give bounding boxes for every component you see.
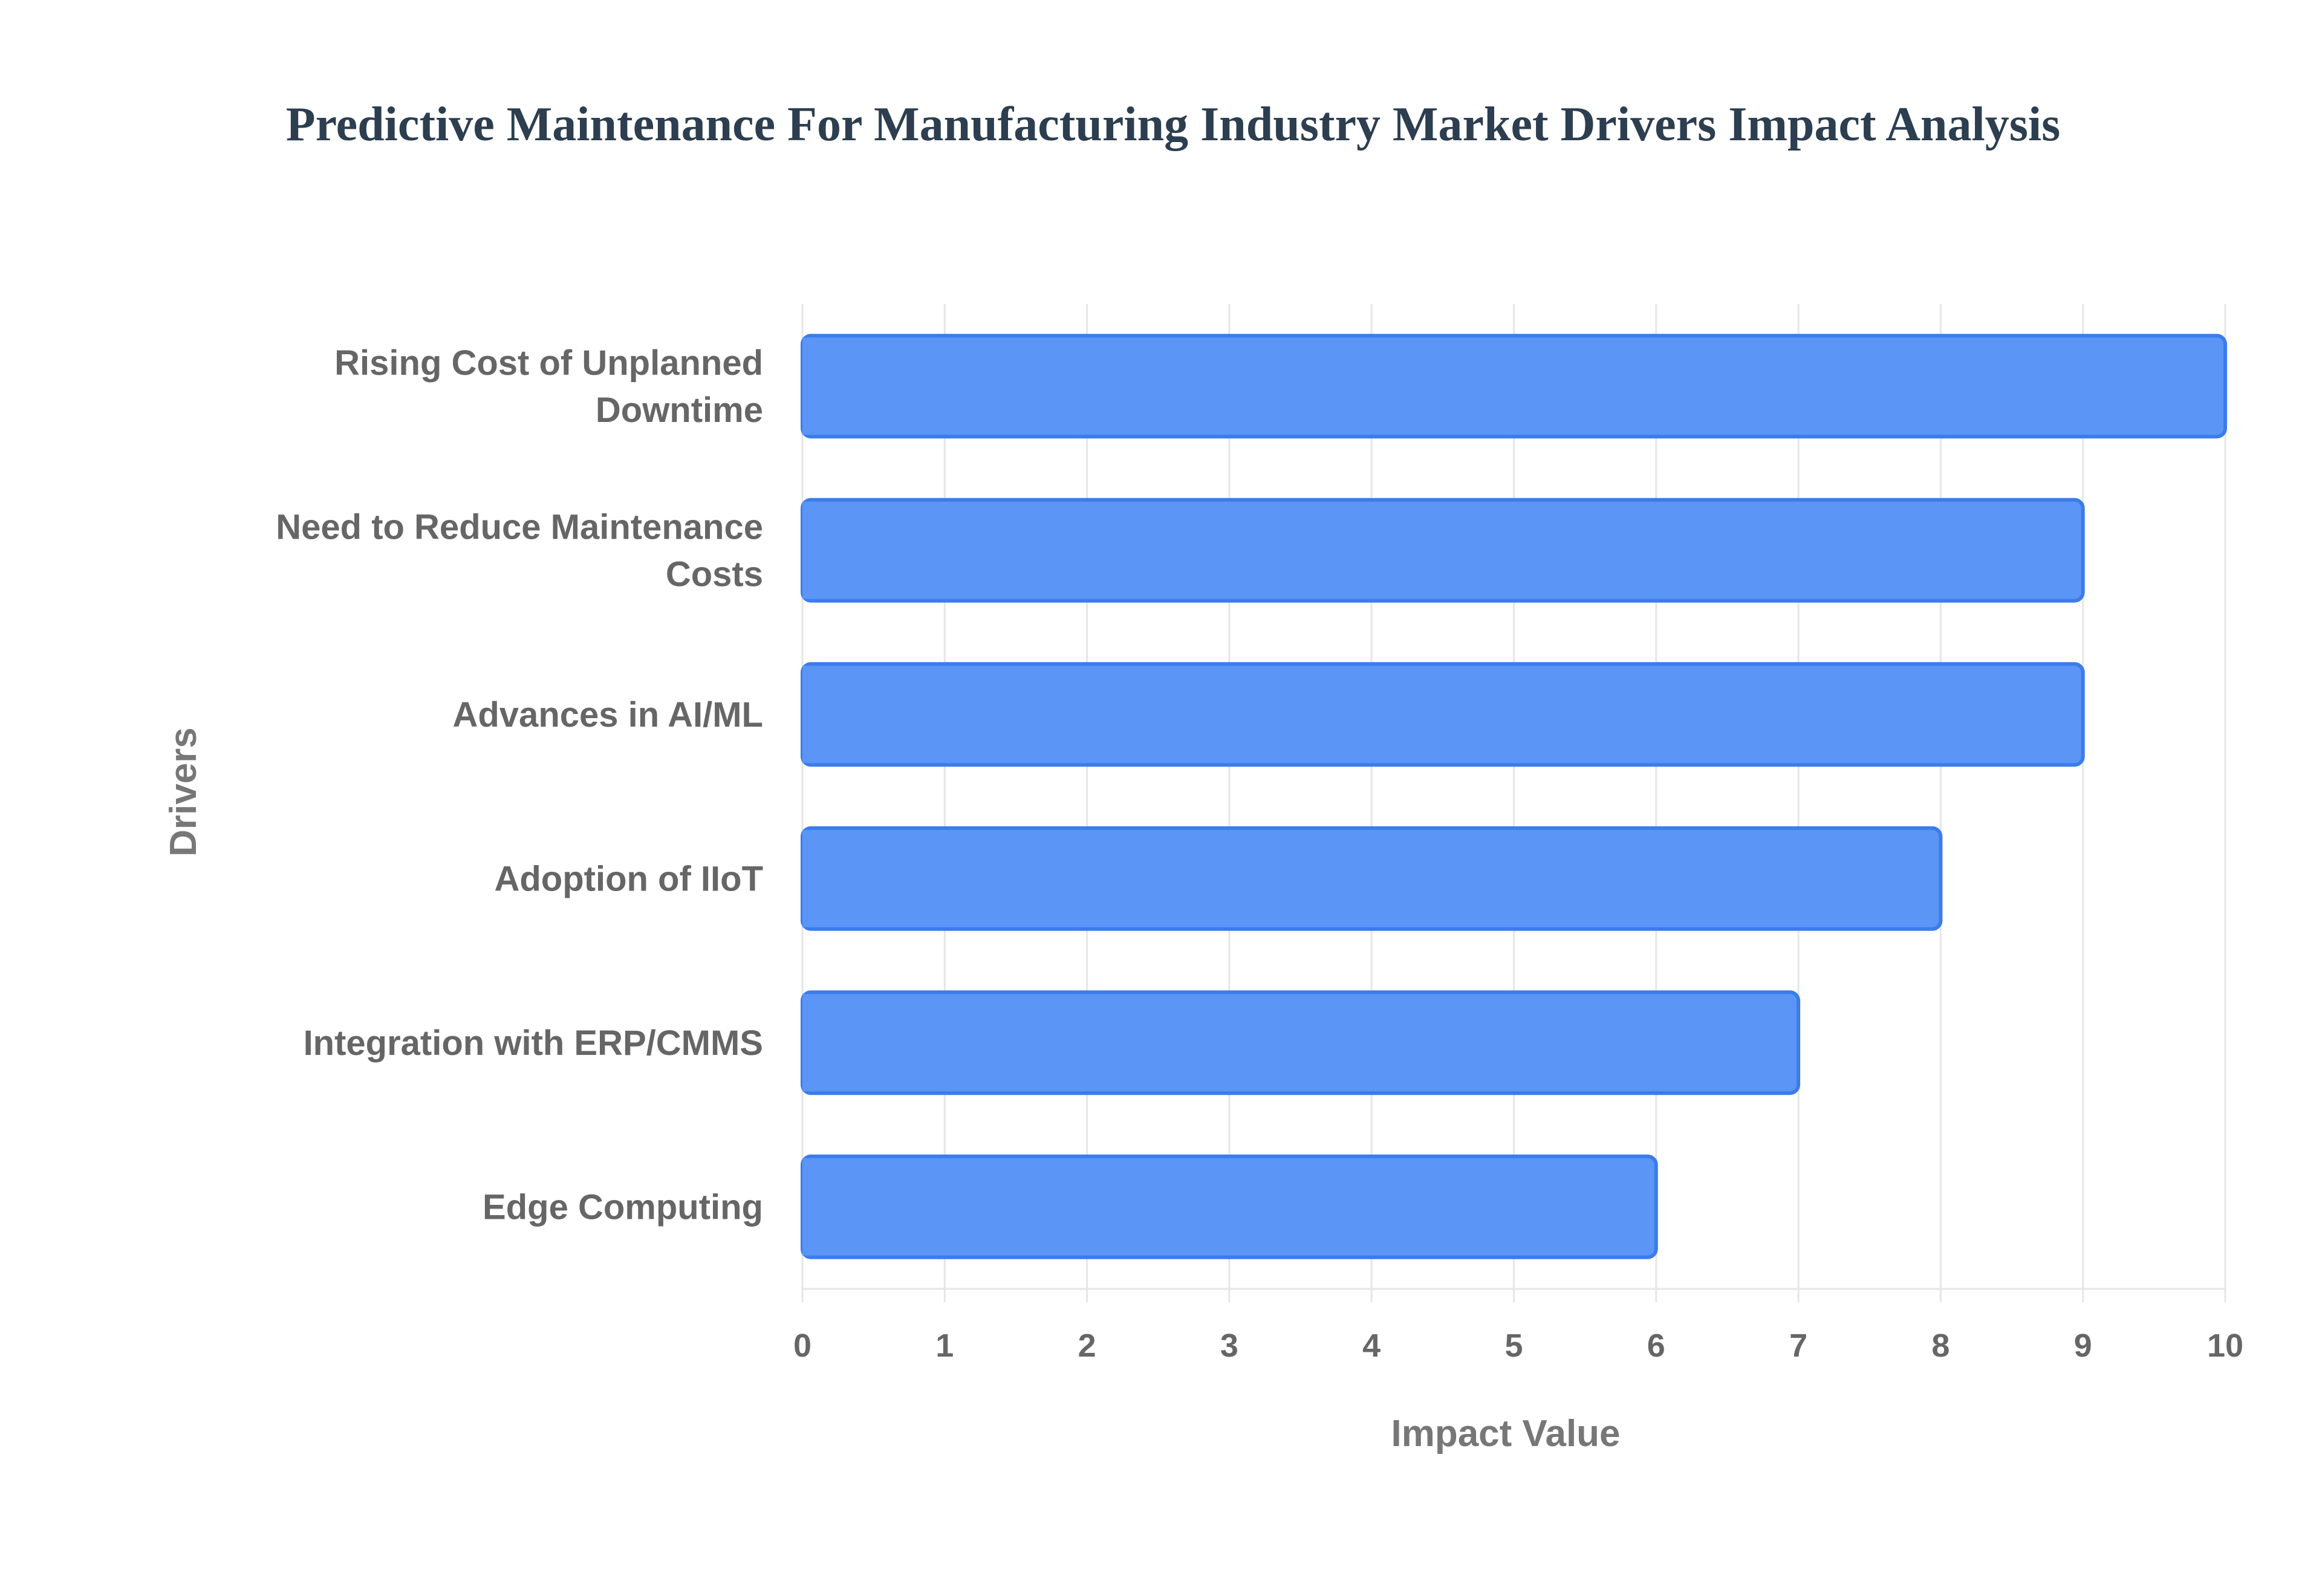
bar-left-edge: [802, 829, 817, 927]
x-tick-label: 7: [1789, 1328, 1807, 1364]
chart-title: Predictive Maintenance For Manufacturing…: [286, 98, 2061, 151]
bar-left-edge: [802, 1158, 817, 1256]
x-tick-label: 9: [2074, 1328, 2092, 1364]
y-tick-label-line: Need to Reduce Maintenance: [276, 507, 763, 547]
y-tick-label-line: Downtime: [596, 391, 763, 430]
bar-left-edge: [802, 337, 817, 435]
x-tick-label: 5: [1504, 1328, 1523, 1364]
y-axis-title: Drivers: [163, 727, 204, 857]
x-tick-label: 1: [935, 1328, 954, 1364]
y-tick-label-line: Advances in AI/ML: [452, 695, 763, 735]
bars-layer: [801, 334, 2227, 1259]
y-tick-label: Advances in AI/ML: [452, 695, 763, 735]
y-tick-label: Adoption of IIoT: [494, 859, 763, 898]
x-tick-label: 3: [1220, 1328, 1238, 1364]
bar: [801, 990, 1801, 1095]
y-tick-label: Integration with ERP/CMMS: [304, 1023, 763, 1063]
bar: [801, 334, 2227, 439]
bar-left-edge: [802, 666, 817, 764]
axes-layer: 0 1 2 3 4 5 6 7 8 9 10 Rising Cost of Unplanned Down…: [276, 343, 2243, 1364]
y-tick-label: Need to Reduce Maintenance Costs: [276, 507, 763, 594]
y-tick-label-line: Adoption of IIoT: [494, 859, 763, 898]
y-tick-label-line: Costs: [666, 554, 763, 594]
y-tick-label-line: Rising Cost of Unplanned: [334, 343, 763, 383]
x-tick-label: 8: [1931, 1328, 1950, 1364]
x-tick-label: 10: [2207, 1328, 2243, 1364]
grid-layer: [801, 304, 2226, 1289]
y-tick-label-line: Edge Computing: [483, 1187, 763, 1227]
bar: [801, 662, 2085, 767]
bar-left-edge: [802, 501, 817, 599]
x-tick-label: 4: [1362, 1328, 1381, 1364]
bar-left-edge: [802, 994, 817, 1092]
y-tick-label: Edge Computing: [483, 1187, 763, 1227]
bar: [801, 498, 2085, 603]
bar: [801, 1154, 1658, 1259]
x-axis-title: Impact Value: [1391, 1413, 1620, 1455]
x-tick-label: 0: [793, 1328, 811, 1364]
x-tick-label: 6: [1647, 1328, 1665, 1364]
y-tick-label: Rising Cost of Unplanned Downtime: [334, 343, 763, 430]
y-tick-label-line: Integration with ERP/CMMS: [304, 1023, 763, 1063]
bar: [801, 826, 1943, 931]
x-tick-label: 2: [1078, 1328, 1096, 1364]
